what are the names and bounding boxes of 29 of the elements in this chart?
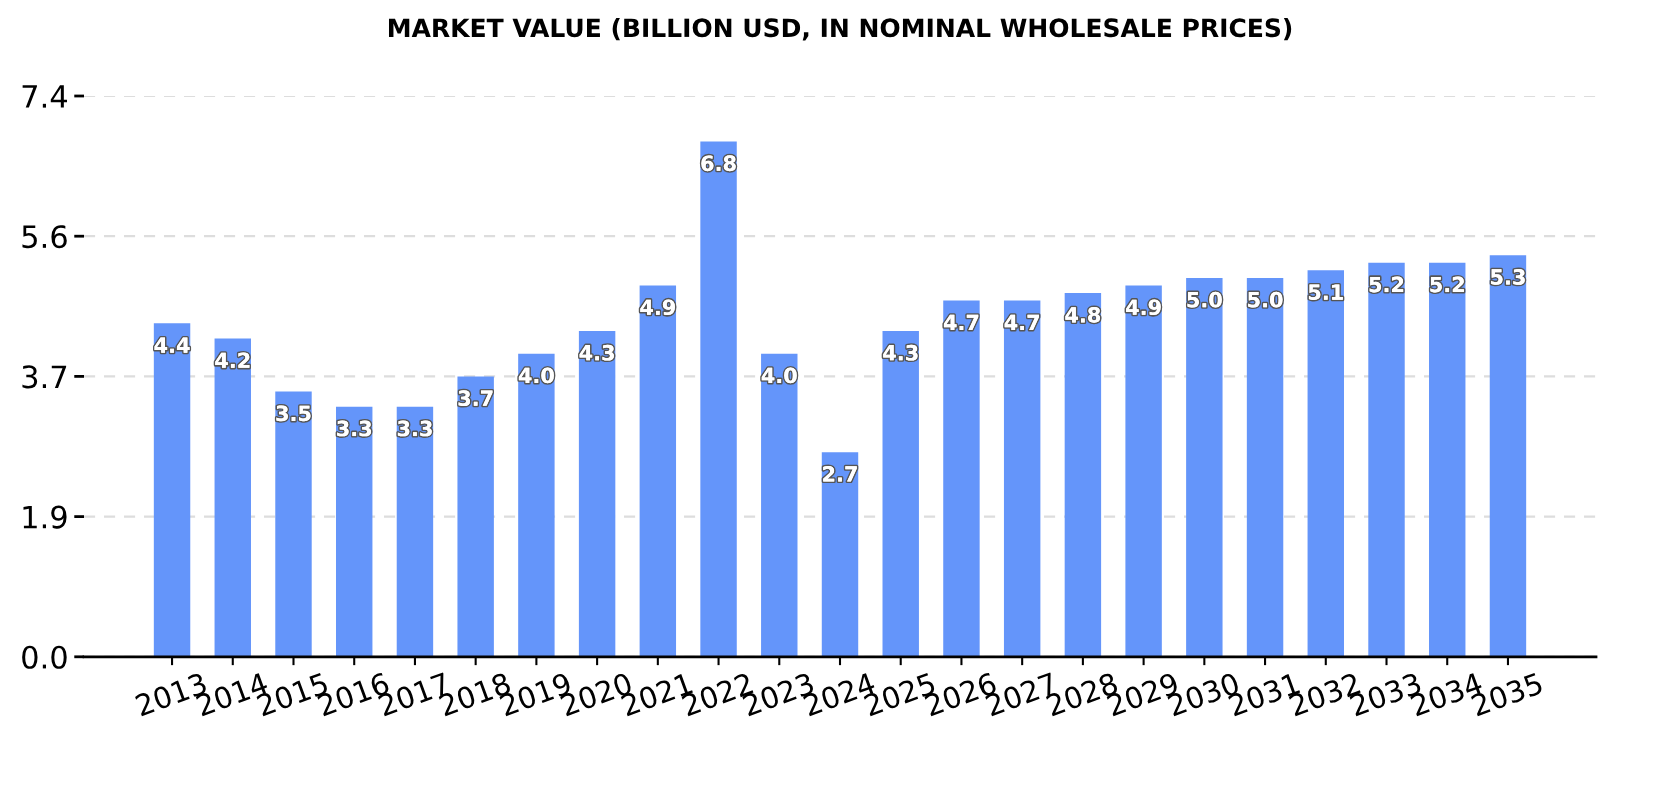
- data-label: 4.7: [943, 314, 979, 330]
- data-label: 3.3: [337, 420, 372, 437]
- data-label: 4.3: [883, 344, 918, 361]
- data-label: 5.1: [1308, 284, 1343, 300]
- data-label: 4.9: [640, 299, 675, 316]
- data-label: 4.9: [1126, 299, 1161, 316]
- data-label: 3.5: [276, 405, 311, 422]
- data-label: 4.4: [154, 337, 190, 353]
- data-label: 5.2: [1430, 276, 1464, 293]
- data-label: 5.0: [1187, 291, 1222, 308]
- chart-title: MARKET VALUE (BILLION USD, IN NOMINAL WHOLESALE PRICES): [388, 17, 1292, 41]
- data-label: 4.0: [518, 367, 554, 384]
- data-label: 3.7: [458, 390, 493, 407]
- y-tick-label: 7.4: [22, 85, 68, 108]
- data-label: 5.3: [1491, 269, 1525, 285]
- y-tick-label: 5.6: [22, 225, 67, 249]
- data-label: 2.7: [823, 466, 857, 482]
- data-label: 4.7: [1004, 314, 1039, 330]
- data-label: 3.3: [397, 420, 432, 437]
- data-label: 4.0: [761, 367, 797, 384]
- data-label: 4.8: [1065, 306, 1101, 323]
- y-tick-label: 3.7: [22, 365, 67, 389]
- data-label: 5.0: [1248, 291, 1283, 308]
- data-label: 6.8: [701, 155, 736, 172]
- y-tick-label: 1.9: [23, 505, 67, 529]
- data-label: 4.2: [215, 352, 250, 368]
- data-label: 5.2: [1369, 276, 1404, 293]
- y-tick-label: 0.0: [22, 645, 67, 669]
- data-label: 4.3: [579, 344, 614, 361]
